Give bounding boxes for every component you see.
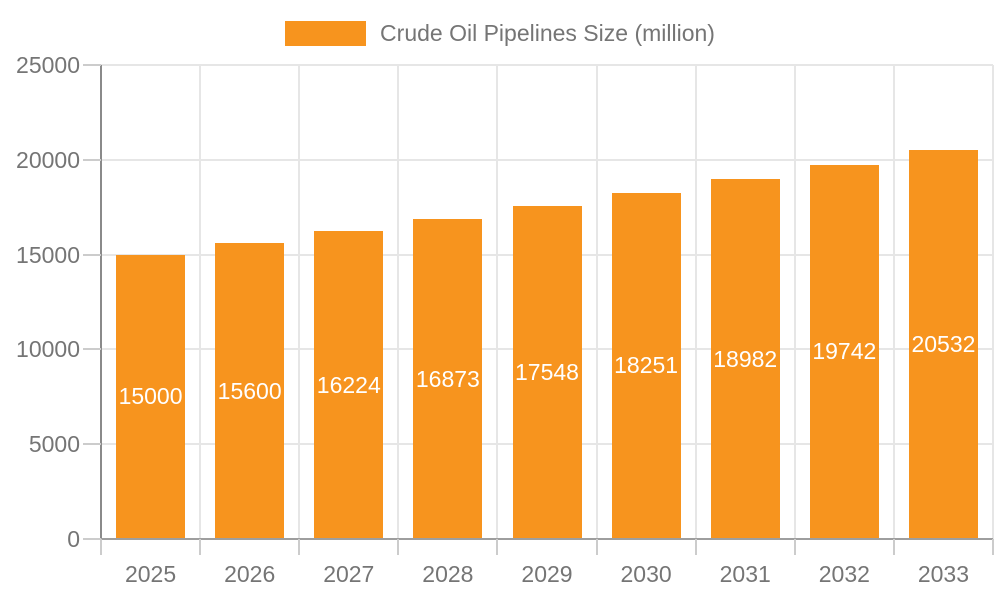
bar-value-label: 19742 (812, 338, 877, 365)
y-tick-label: 10000 (16, 336, 80, 363)
bar-value-label: 18251 (614, 352, 679, 379)
legend-label: Crude Oil Pipelines Size (million) (380, 20, 715, 46)
x-axis-tick (694, 539, 697, 555)
x-tick-label: 2026 (224, 561, 276, 587)
x-axis-tick (992, 539, 994, 555)
vertical-gridline (496, 65, 499, 539)
x-axis-tick (199, 539, 202, 555)
bar-value-label: 15000 (118, 383, 183, 410)
horizontal-gridline (101, 158, 993, 161)
horizontal-gridline (101, 64, 993, 66)
x-axis-line (101, 538, 993, 540)
x-tick-label: 2033 (917, 561, 970, 587)
bar-value-label: 18982 (713, 345, 778, 372)
vertical-gridline (992, 65, 994, 539)
vertical-gridline (694, 65, 697, 539)
x-tick-label: 2032 (818, 561, 870, 587)
y-axis-tick (83, 253, 101, 256)
vertical-gridline (199, 65, 202, 539)
y-axis-tick (83, 64, 101, 66)
bar-value-label: 16224 (316, 371, 381, 398)
x-axis-tick (595, 539, 598, 555)
x-tick-label: 2025 (124, 561, 177, 587)
y-tick-label: 15000 (16, 241, 80, 268)
bar-value-label: 17548 (515, 359, 579, 386)
y-tick-label: 20000 (16, 146, 80, 173)
y-tick-label: 0 (67, 526, 80, 552)
bar-value-label: 20532 (911, 330, 976, 357)
x-tick-label: 2030 (620, 561, 672, 587)
y-axis-tick (83, 158, 101, 161)
bar-value-label: 16873 (415, 365, 480, 392)
legend: Crude Oil Pipelines Size (million) (0, 20, 1000, 47)
y-tick-label: 25000 (16, 52, 80, 78)
bar[interactable]: 16873 (413, 219, 483, 539)
bar[interactable]: 15000 (116, 254, 186, 539)
x-axis-tick (100, 539, 102, 555)
x-tick-label: 2028 (422, 561, 474, 587)
y-axis-tick (83, 538, 101, 540)
bar[interactable]: 15600 (215, 243, 285, 539)
x-tick-label: 2031 (719, 561, 771, 587)
x-axis-tick (298, 539, 301, 555)
legend-swatch (285, 21, 367, 46)
plot-area: 15000 15600 16224 16873 17548 18251 18982 19742… (100, 64, 994, 540)
x-axis-tick (892, 539, 895, 555)
bar[interactable]: 19742 (809, 164, 879, 539)
x-tick-label: 2027 (323, 561, 375, 587)
vertical-gridline (793, 65, 796, 539)
vertical-gridline (298, 65, 301, 539)
x-axis-tick (397, 539, 400, 555)
bar[interactable]: 20532 (908, 149, 978, 539)
bar[interactable]: 17548 (512, 206, 582, 539)
y-axis-tick (83, 348, 101, 351)
x-tick-label: 2029 (521, 561, 573, 587)
x-axis-tick (793, 539, 796, 555)
vertical-gridline (397, 65, 400, 539)
x-axis-tick (496, 539, 499, 555)
y-axis-line (100, 65, 102, 539)
y-axis-tick (83, 443, 101, 446)
bar[interactable]: 18251 (611, 192, 681, 539)
bar-value-label: 15600 (217, 377, 282, 404)
bar[interactable]: 18982 (710, 179, 780, 539)
vertical-gridline (892, 65, 895, 539)
y-tick-label: 5000 (28, 431, 80, 458)
bar[interactable]: 16224 (314, 231, 384, 539)
vertical-gridline (595, 65, 598, 539)
